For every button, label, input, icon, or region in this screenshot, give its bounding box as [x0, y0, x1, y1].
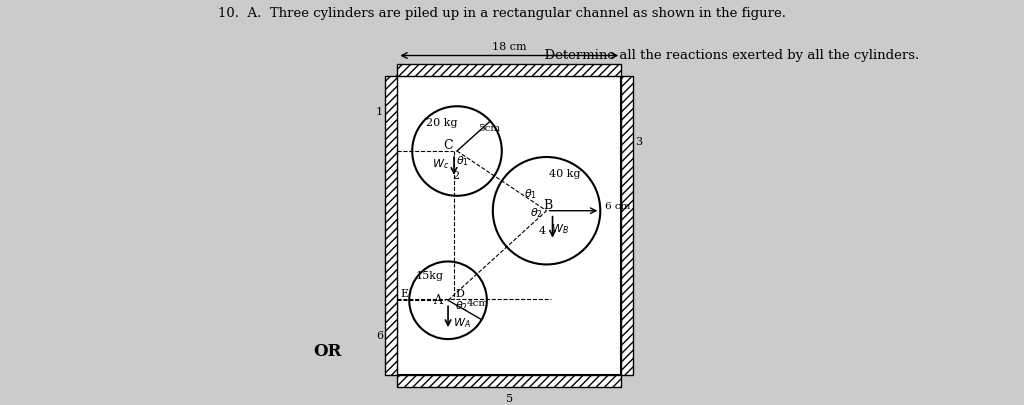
Text: D: D	[456, 288, 465, 298]
Bar	[622, 77, 633, 375]
Text: 4: 4	[539, 226, 546, 236]
Text: $\theta_1$: $\theta_1$	[457, 153, 469, 167]
Text: 40 kg: 40 kg	[549, 169, 581, 179]
Text: 2: 2	[452, 171, 459, 181]
Text: $W_B$: $W_B$	[551, 222, 569, 236]
Bar	[397, 77, 622, 375]
Text: OR: OR	[313, 342, 342, 359]
Text: A: A	[433, 294, 442, 307]
Text: $W_c$: $W_c$	[432, 157, 450, 171]
Text: C: C	[443, 139, 453, 151]
Bar	[397, 65, 622, 77]
Text: $\theta_2$: $\theta_2$	[455, 298, 468, 312]
Text: 3: 3	[636, 136, 643, 146]
Bar	[397, 375, 622, 387]
Text: $\theta_1$: $\theta_1$	[523, 186, 537, 200]
Text: 18 cm: 18 cm	[492, 42, 526, 52]
Bar	[385, 77, 397, 375]
Text: 15kg: 15kg	[416, 271, 444, 280]
Text: B: B	[544, 198, 553, 211]
Text: $\theta_2$: $\theta_2$	[529, 206, 543, 220]
Text: 4cm: 4cm	[466, 299, 488, 308]
Text: 5: 5	[506, 393, 513, 403]
Text: Determine all the reactions exerted by all the cylinders.: Determine all the reactions exerted by a…	[502, 49, 919, 62]
Text: 5cm: 5cm	[478, 124, 501, 133]
Text: $W_A$: $W_A$	[453, 316, 470, 330]
Text: 10.  A.  Three cylinders are piled up in a rectangular channel as shown in the f: 10. A. Three cylinders are piled up in a…	[218, 6, 785, 19]
Text: 20 kg: 20 kg	[426, 117, 458, 128]
Text: 6 cm: 6 cm	[605, 201, 630, 210]
Text: 1: 1	[376, 107, 383, 116]
Circle shape	[413, 107, 502, 196]
Circle shape	[410, 262, 486, 339]
Text: 6: 6	[376, 330, 383, 340]
Circle shape	[493, 158, 600, 265]
Text: E: E	[400, 288, 409, 298]
